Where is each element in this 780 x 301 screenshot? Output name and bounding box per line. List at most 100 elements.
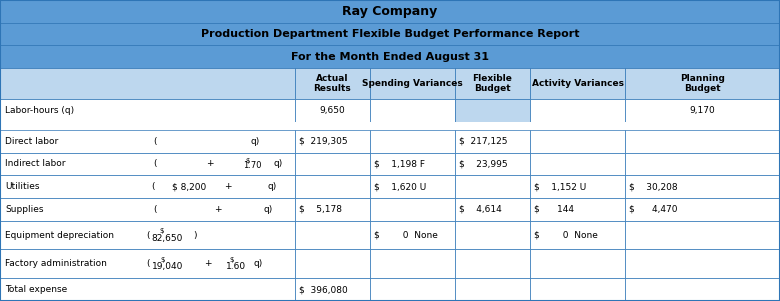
Text: $: $ <box>160 228 165 234</box>
Bar <box>295 153 370 175</box>
Bar <box>295 175 370 198</box>
Text: For the Month Ended August 31: For the Month Ended August 31 <box>291 52 489 62</box>
Text: Actual
Results: Actual Results <box>314 74 351 93</box>
Bar <box>0 122 780 130</box>
Text: $      4,470: $ 4,470 <box>629 205 678 214</box>
Bar <box>0 221 295 250</box>
Text: $: $ <box>246 158 250 164</box>
Text: $    4,614: $ 4,614 <box>459 205 502 214</box>
Text: (: ( <box>147 259 150 268</box>
Text: $        0  None: $ 0 None <box>374 231 438 240</box>
Bar <box>0 198 295 221</box>
Bar <box>455 250 530 278</box>
Bar <box>455 130 530 153</box>
Text: $    5,178: $ 5,178 <box>299 205 342 214</box>
Bar <box>295 278 370 301</box>
Bar <box>625 68 780 99</box>
Bar <box>370 278 455 301</box>
Bar <box>625 250 780 278</box>
Bar <box>625 130 780 153</box>
Text: (: ( <box>153 205 157 214</box>
Bar <box>530 99 625 122</box>
Bar <box>295 250 370 278</box>
Text: q): q) <box>250 137 260 146</box>
Bar <box>0 250 295 278</box>
Bar <box>370 175 455 198</box>
Bar <box>625 278 780 301</box>
Bar <box>530 250 625 278</box>
Bar <box>625 198 780 221</box>
Text: (: ( <box>151 182 154 191</box>
Bar <box>625 99 780 122</box>
Bar <box>625 221 780 250</box>
Text: Supplies: Supplies <box>5 205 44 214</box>
Text: $ 8,200: $ 8,200 <box>172 182 206 191</box>
Text: (: ( <box>153 160 157 168</box>
Bar <box>455 68 530 99</box>
Bar <box>295 68 370 99</box>
Text: Equipment depreciation: Equipment depreciation <box>5 231 114 240</box>
Text: q): q) <box>268 182 277 191</box>
Bar <box>370 153 455 175</box>
Text: Planning
Budget: Planning Budget <box>680 74 725 93</box>
Bar <box>370 99 455 122</box>
Text: Flexible
Budget: Flexible Budget <box>473 74 512 93</box>
Text: q): q) <box>264 205 273 214</box>
Text: Indirect labor: Indirect labor <box>5 160 66 168</box>
Bar <box>370 250 455 278</box>
Text: $      144: $ 144 <box>534 205 574 214</box>
Bar <box>0 99 295 122</box>
Text: 82,650: 82,650 <box>151 234 183 243</box>
Bar <box>0 130 295 153</box>
Text: q): q) <box>273 160 282 168</box>
Bar <box>370 198 455 221</box>
Text: +: + <box>215 205 222 214</box>
Bar <box>455 198 530 221</box>
Text: $    30,208: $ 30,208 <box>629 182 678 191</box>
Bar <box>295 99 370 122</box>
Bar <box>455 175 530 198</box>
Text: $  217,125: $ 217,125 <box>459 137 508 146</box>
Bar <box>530 175 625 198</box>
Text: Direct labor: Direct labor <box>5 137 58 146</box>
Text: $    1,620 U: $ 1,620 U <box>374 182 426 191</box>
Text: +: + <box>204 259 211 268</box>
Text: Utilities: Utilities <box>5 182 40 191</box>
Bar <box>625 153 780 175</box>
Text: Labor-hours (q): Labor-hours (q) <box>5 106 74 115</box>
Bar <box>455 221 530 250</box>
Bar <box>0 175 295 198</box>
Text: $  219,305: $ 219,305 <box>299 137 348 146</box>
Bar <box>0 278 295 301</box>
Text: Total expense: Total expense <box>5 285 67 294</box>
Bar <box>530 278 625 301</box>
Bar <box>530 68 625 99</box>
Text: Ray Company: Ray Company <box>342 5 438 18</box>
Bar <box>455 278 530 301</box>
Bar <box>0 45 780 68</box>
Bar <box>455 153 530 175</box>
Bar <box>530 221 625 250</box>
Text: $  396,080: $ 396,080 <box>299 285 348 294</box>
Text: 9,170: 9,170 <box>690 106 715 115</box>
Bar <box>295 221 370 250</box>
Bar <box>625 175 780 198</box>
Bar <box>530 198 625 221</box>
Text: (: ( <box>147 231 150 240</box>
Bar <box>530 153 625 175</box>
Text: Spending Variances: Spending Variances <box>362 79 463 88</box>
Text: $: $ <box>230 257 234 263</box>
Text: Factory administration: Factory administration <box>5 259 107 268</box>
Text: (: ( <box>153 137 157 146</box>
Text: Activity Variances: Activity Variances <box>531 79 623 88</box>
Bar <box>0 0 780 23</box>
Text: ): ) <box>193 231 197 240</box>
Text: 1.60: 1.60 <box>226 262 246 272</box>
Text: 1.70: 1.70 <box>243 161 261 170</box>
Bar <box>370 221 455 250</box>
Bar <box>370 130 455 153</box>
Text: 19,040: 19,040 <box>152 262 183 272</box>
Text: $    1,198 F: $ 1,198 F <box>374 160 425 168</box>
Text: $        0  None: $ 0 None <box>534 231 598 240</box>
Bar <box>295 198 370 221</box>
